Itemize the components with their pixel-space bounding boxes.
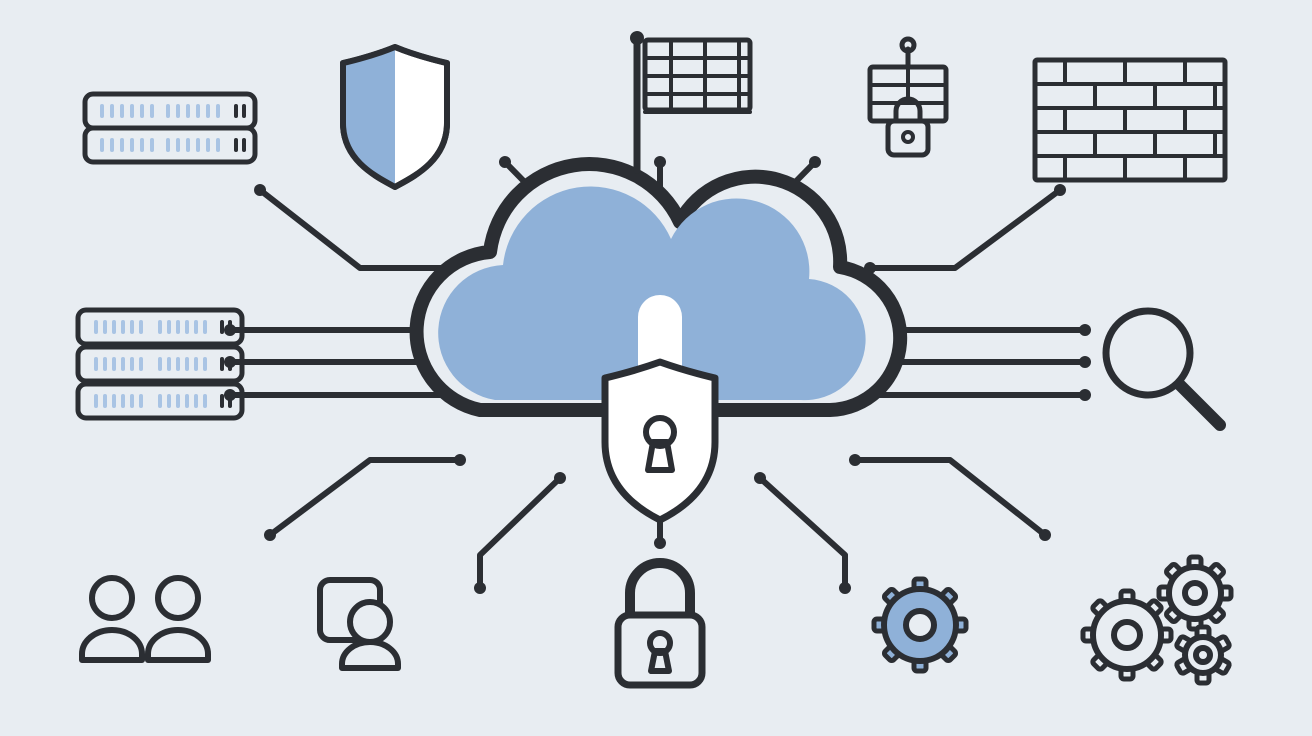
- gear-accent-icon: [874, 579, 966, 671]
- cloud-security-infographic: [0, 0, 1312, 736]
- shield-icon: [343, 47, 447, 187]
